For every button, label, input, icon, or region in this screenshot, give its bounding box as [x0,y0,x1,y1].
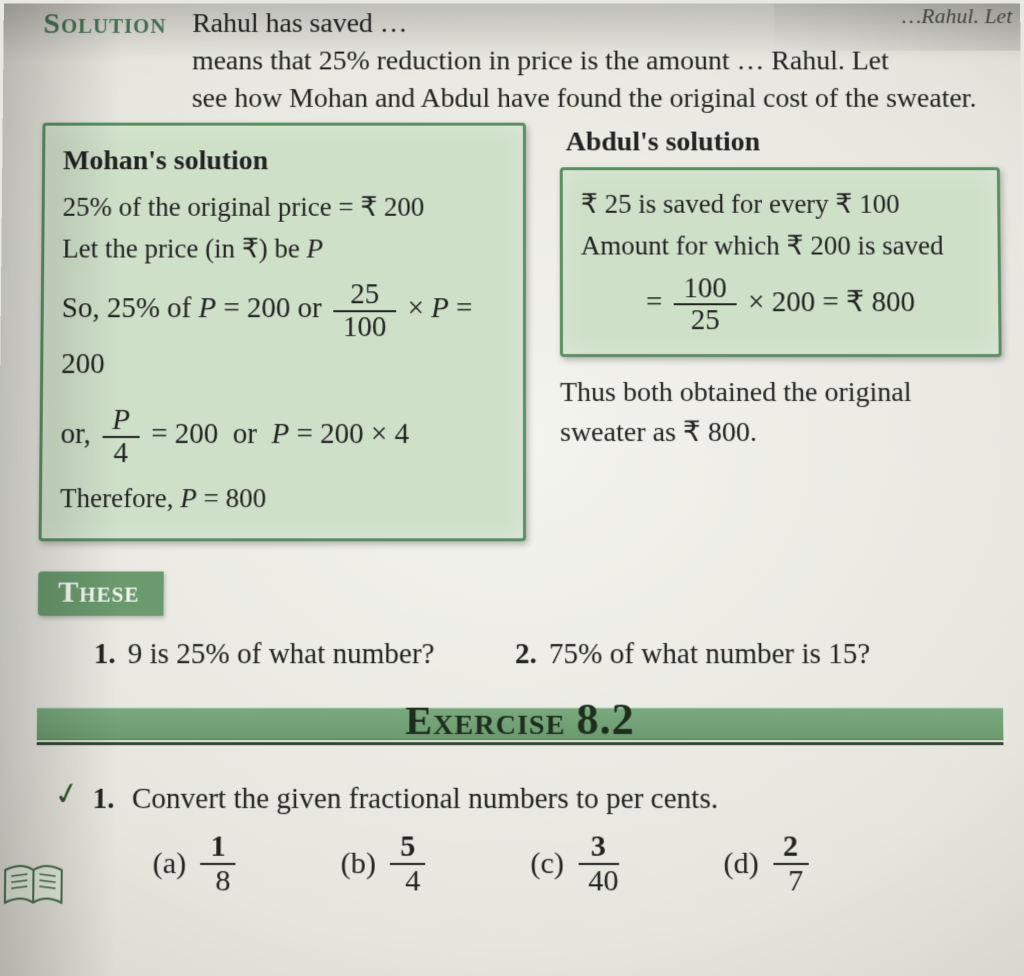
mohan-line3-pre: So, 25% of [62,293,199,325]
solution-boxes-row: Mohan's solution 25% of the original pri… [39,123,1002,541]
mohan-line4-mid: = 200 or P = 200 × 4 [151,418,409,450]
mohan-solution-box: Mohan's solution 25% of the original pri… [39,123,526,541]
frac-num: 100 [673,273,736,305]
q2-number: 2. [515,638,537,670]
exercise-q1-number: 1. [92,783,114,815]
exercise-q1-options: (a) 1 8 (b) 5 4 (c) 3 40 [152,830,1004,896]
fraction-p-over-4: P 4 [102,405,140,468]
q1-text: 9 is 25% of what number? [128,638,435,670]
mohan-line-4: or, P 4 = 200 or P = 200 × 4 [60,405,505,468]
fraction-25-over-100: 25 100 [333,280,397,343]
abdul-eq-mid: × 200 = ₹ 800 [748,286,915,318]
exercise-q1-text: Convert the given fractional numbers to … [132,783,718,815]
try-these-q2: 2. 75% of what number is 15? [515,638,870,671]
try-these-label: These [38,571,164,615]
abdul-solution-box: ₹ 25 is saved for every ₹ 100 Amount for… [560,167,1002,356]
abdul-heading: Abdul's solution [566,123,998,163]
abdul-line-1: ₹ 25 is saved for every ₹ 100 [581,184,980,225]
option-d: (d) 2 7 [723,830,822,896]
opt-d-label: (d) [723,846,758,881]
pencil-tick-mark: ✓ [51,774,83,814]
abdul-column: Abdul's solution ₹ 25 is saved for every… [560,123,1001,454]
frac-num: 2 [773,830,809,864]
option-a: (a) 1 8 [152,830,250,896]
frac-den: 8 [200,864,246,896]
fraction-a: 1 8 [200,830,246,896]
frac-den: 7 [773,864,819,896]
fraction-b: 5 4 [390,830,436,896]
mohan-heading: Mohan's solution [63,140,505,183]
fraction-100-over-25: 100 25 [673,273,737,336]
opt-a-label: (a) [153,846,187,881]
try-these-questions: 1. 9 is 25% of what number? 2. 75% of what… [94,638,1003,671]
open-book-icon [1,860,66,911]
intro-line-3: see how Mohan and Abdul have found the o… [192,83,977,114]
page-top-cut-text: …Rahul. Let [774,3,1021,50]
mohan-line-2: Let the price (in ₹) be P [62,228,505,270]
abdul-equation: = 100 25 × 200 = ₹ 800 [581,273,981,336]
conclusion-line-1: Thus both obtained the original [560,377,912,408]
frac-den: 25 [674,305,738,335]
fraction-c: 3 40 [578,830,629,896]
q1-number: 1. [94,638,116,670]
solution-label: Solution [43,7,167,117]
mohan-line1-pre: 25% of the original price = [63,192,361,222]
mohan-line-1: 25% of the original price = ₹ 200 [62,187,505,229]
mohan-variable-p: P [307,233,324,263]
intro-line-1: Rahul has saved … [192,8,408,39]
frac-den: 4 [390,864,436,896]
frac-num: 25 [333,280,396,312]
mohan-line1-val: ₹ 200 [360,192,424,222]
mohan-line2-text: Let the price (in ₹) be [62,233,307,263]
mohan-line-5: Therefore, P = 800 [60,478,505,520]
mohan-line4-pre: or, [60,418,98,450]
try-these-q1: 1. 9 is 25% of what number? [94,638,435,671]
option-c: (c) 3 40 [530,830,632,896]
frac-num: 1 [200,830,236,864]
mohan-line-3: So, 25% of P = 200 or 25 100 × P = 200 [61,280,505,387]
exercise-number: 8.2 [576,695,634,745]
frac-den: 100 [333,312,397,342]
option-b: (b) 5 4 [341,830,440,896]
exercise-heading-bar: Exercise 8.2 [37,700,1004,749]
conclusion-line-2: sweater as ₹ 800. [560,417,757,448]
textbook-page: …Rahul. Let Solution Rahul has saved … m… [0,3,1024,976]
frac-den: 4 [102,438,140,468]
frac-den: 40 [578,864,629,896]
frac-num: 3 [578,830,618,864]
frac-num: 5 [390,830,425,864]
frac-num: P [102,405,140,437]
abdul-line-2: Amount for which ₹ 200 is saved [581,226,980,268]
opt-b-label: (b) [341,846,376,881]
q2-text: 75% of what number is 15? [549,638,871,670]
mohan-line3-eq: = 200 or [216,293,329,325]
exercise-q1: ✓ 1. Convert the given fractional number… [92,783,1005,897]
try-these-heading-bar: These [38,571,1002,615]
opt-c-label: (c) [530,846,564,881]
exercise-title: Exercise 8.2 [37,694,1004,746]
conclusion-text: Thus both obtained the original sweater … [560,373,1001,454]
fraction-d: 2 7 [773,830,819,896]
abdul-eq-pre: = [646,286,670,318]
exercise-word: Exercise [405,698,565,744]
